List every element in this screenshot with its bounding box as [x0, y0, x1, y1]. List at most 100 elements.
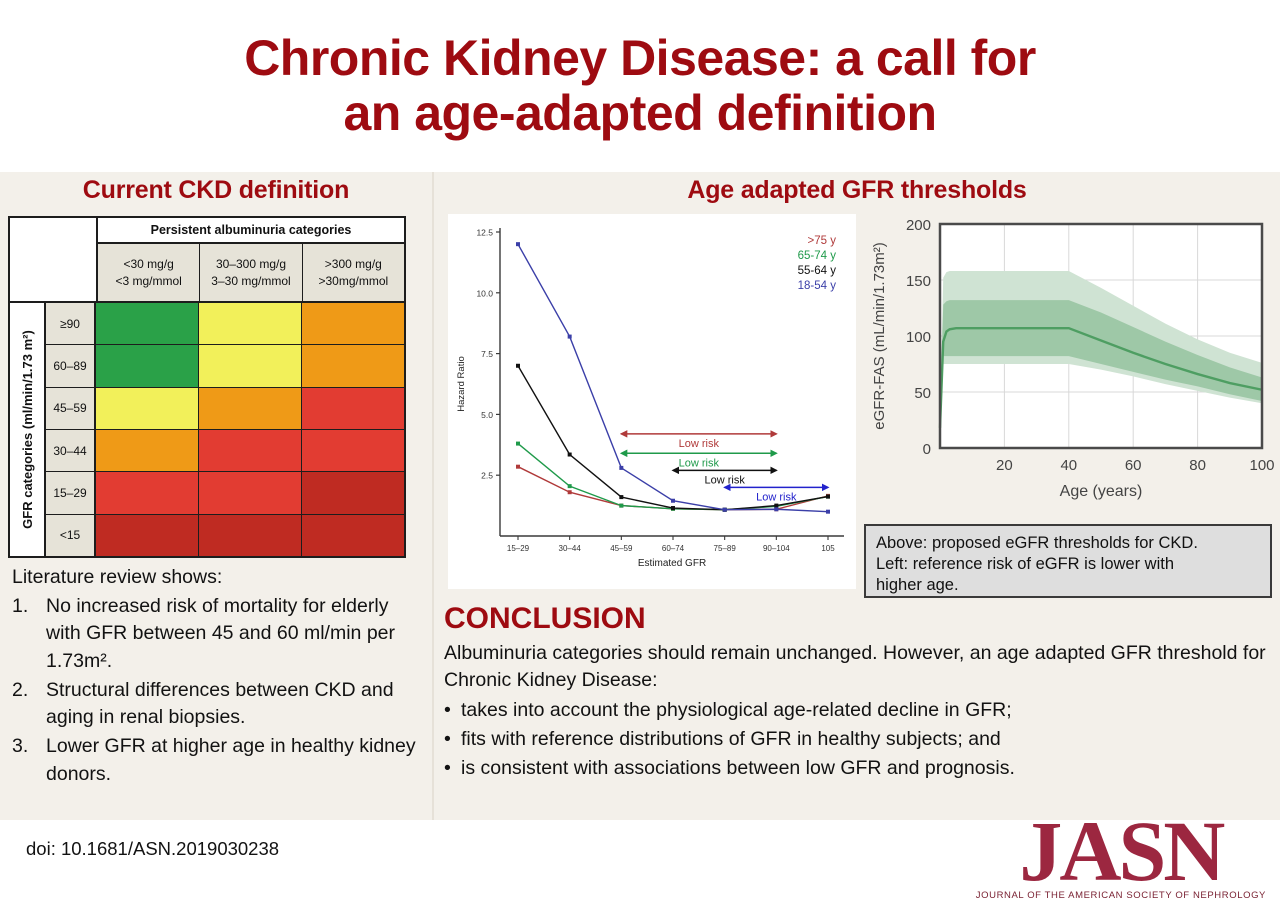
- list-item: 3. Lower GFR at higher age in healthy ki…: [12, 733, 424, 788]
- svg-text:Low risk: Low risk: [704, 474, 745, 486]
- risk-cell-orange: [96, 429, 199, 472]
- right-panel-heading: Age adapted GFR thresholds: [687, 176, 1027, 204]
- svg-text:30–44: 30–44: [559, 544, 582, 553]
- table-row: 60–89: [46, 345, 404, 388]
- svg-text:150: 150: [906, 273, 931, 290]
- risk-cell-orange: [302, 303, 404, 345]
- egfr-fas-reference-chart: 0 50 100 150 200 20 40 60 80 100 Age (years) eGFR-F…: [862, 212, 1274, 517]
- list-item: • takes into account the physiological a…: [444, 697, 1270, 724]
- svg-text:100: 100: [1249, 457, 1274, 474]
- caption-line-1: Above: proposed eGFR thresholds for CKD.: [876, 534, 1198, 552]
- svg-text:Low risk: Low risk: [679, 457, 720, 469]
- svg-text:90–104: 90–104: [763, 544, 790, 553]
- svg-text:80: 80: [1189, 457, 1206, 474]
- svg-text:55-64 y: 55-64 y: [798, 265, 837, 277]
- figure-caption-box: Above: proposed eGFR thresholds for CKD.…: [864, 524, 1272, 598]
- gfr-row-label: ≥90: [46, 303, 96, 345]
- footer: doi: 10.1681/ASN.2019030238 JASN JOURNAL…: [0, 808, 1280, 915]
- svg-text:eGFR-FAS (mL/min/1.73m²): eGFR-FAS (mL/min/1.73m²): [871, 242, 888, 430]
- alb-col3-line1: >300 mg/g: [324, 257, 382, 272]
- risk-cell-darkred: [302, 514, 404, 556]
- risk-cell-red: [302, 387, 404, 429]
- doi-text: doi: 10.1681/ASN.2019030238: [26, 838, 280, 859]
- alb-col1-line1: <30 mg/g: [123, 257, 174, 272]
- svg-text:18-54 y: 18-54 y: [798, 280, 837, 292]
- literature-review: Literature review shows: 1. No increased…: [12, 564, 424, 789]
- table-row: <15: [46, 514, 404, 556]
- conclusion-bullet-2: fits with reference distributions of GFR…: [461, 727, 1001, 750]
- left-panel-heading: Current CKD definition: [82, 176, 350, 204]
- gfr-axis-label-text: GFR categories (ml/min/1.73 m²): [19, 330, 35, 529]
- list-item: 1. No increased risk of mortality for el…: [12, 593, 424, 676]
- literature-heading: Literature review shows:: [12, 566, 223, 588]
- bullet-icon: •: [444, 698, 451, 721]
- svg-text:60: 60: [1125, 457, 1142, 474]
- gfr-row-label: 60–89: [46, 345, 96, 387]
- kdigo-risk-table: Persistent albuminuria categories <30 mg…: [8, 216, 406, 558]
- svg-text:Hazard Ratio: Hazard Ratio: [456, 356, 467, 411]
- svg-text:7.5: 7.5: [481, 349, 493, 359]
- literature-item-1-number: 1.: [12, 594, 29, 617]
- content-area: Current CKD definition Persistent albumi…: [0, 172, 1280, 820]
- alb-col3-line2: >30mg/mmol: [318, 273, 389, 288]
- albuminuria-column-1: <30 mg/g <3 mg/mmol: [98, 244, 201, 301]
- hazard-ratio-chart: 2.5 5.0 7.5 10.0 12.5 15–29 30–44 45–59 60–74 75–…: [448, 214, 856, 589]
- literature-item-1-text: No increased risk of mortality for elder…: [46, 594, 396, 673]
- svg-text:65-74 y: 65-74 y: [798, 250, 837, 262]
- svg-text:Low risk: Low risk: [756, 491, 797, 503]
- jasn-logo: JASN JOURNAL OF THE AMERICAN SOCIETY OF …: [976, 808, 1266, 901]
- alb-col1-line2: <3 mg/mmol: [115, 273, 182, 288]
- risk-cell-yellow: [199, 303, 302, 345]
- albuminuria-column-headers: <30 mg/g <3 mg/mmol 30–300 mg/g 3–30 mg/…: [96, 244, 404, 301]
- risk-cell-red: [302, 429, 404, 472]
- list-item: • is consistent with associations betwee…: [444, 755, 1270, 782]
- conclusion-heading: CONCLUSION: [444, 602, 646, 635]
- svg-text:60–74: 60–74: [662, 544, 685, 553]
- risk-grid: ≥90 60–89 45–59 30–44 15–29 <15: [46, 301, 404, 556]
- svg-text:105: 105: [821, 544, 835, 553]
- list-item: 2. Structural differences between CKD an…: [12, 677, 424, 732]
- column-divider: [432, 172, 434, 820]
- gfr-row-label: <15: [46, 514, 96, 556]
- right-column: Age adapted GFR thresholds 2.5 5.0 7.5 10.0…: [434, 172, 1280, 820]
- alb-col2-line1: 30–300 mg/g: [215, 257, 287, 272]
- alb-col2-line2: 3–30 mg/mmol: [211, 273, 291, 288]
- risk-cell-green: [96, 303, 199, 345]
- gfr-axis-label: GFR categories (ml/min/1.73 m²): [10, 301, 46, 556]
- bullet-icon: •: [444, 757, 451, 780]
- conclusion-bullet-1: takes into account the physiological age…: [461, 698, 1012, 721]
- jasn-logo-wordmark: JASN: [1019, 803, 1225, 899]
- list-item: • fits with reference distributions of G…: [444, 726, 1270, 753]
- risk-cell-darkred: [96, 514, 199, 556]
- albuminuria-column-3: >300 mg/g >30mg/mmol: [302, 244, 404, 301]
- caption-line-2: Left: reference risk of eGFR is lower wi…: [876, 555, 1175, 574]
- svg-text:75–89: 75–89: [714, 544, 737, 553]
- risk-cell-orange: [199, 387, 302, 429]
- risk-cell-red: [96, 472, 199, 514]
- svg-text:0: 0: [923, 441, 931, 458]
- page-title-line-1: Chronic Kidney Disease: a call for: [244, 30, 1036, 86]
- literature-item-2-text: Structural differences between CKD and a…: [46, 678, 394, 729]
- risk-cell-green: [96, 345, 199, 387]
- risk-cell-darkred: [199, 514, 302, 556]
- svg-text:50: 50: [914, 385, 931, 402]
- risk-cell-darkred: [302, 472, 404, 514]
- albuminuria-column-2: 30–300 mg/g 3–30 mg/mmol: [200, 244, 303, 301]
- svg-text:15–29: 15–29: [507, 544, 530, 553]
- svg-text:12.5: 12.5: [476, 228, 493, 238]
- conclusion-body: Albuminuria categories should remain unc…: [444, 640, 1270, 782]
- title-block: Chronic Kidney Disease: a call for an ag…: [0, 0, 1280, 172]
- conclusion-paragraph: Albuminuria categories should remain unc…: [444, 642, 1266, 692]
- risk-cell-yellow: [96, 387, 199, 429]
- gfr-row-label: 30–44: [46, 429, 96, 472]
- gfr-row-label: 15–29: [46, 472, 96, 514]
- svg-text:5.0: 5.0: [481, 410, 493, 420]
- left-column: Current CKD definition Persistent albumi…: [0, 172, 432, 820]
- svg-text:45–59: 45–59: [610, 544, 633, 553]
- hazard-ratio-svg: 2.5 5.0 7.5 10.0 12.5 15–29 30–44 45–59 60–74 75–…: [456, 228, 844, 569]
- svg-text:Low risk: Low risk: [679, 438, 720, 450]
- svg-text:Age (years): Age (years): [1060, 483, 1143, 500]
- svg-text:>75 y: >75 y: [808, 235, 837, 247]
- risk-cell-yellow: [199, 345, 302, 387]
- gfr-row-label: 45–59: [46, 387, 96, 429]
